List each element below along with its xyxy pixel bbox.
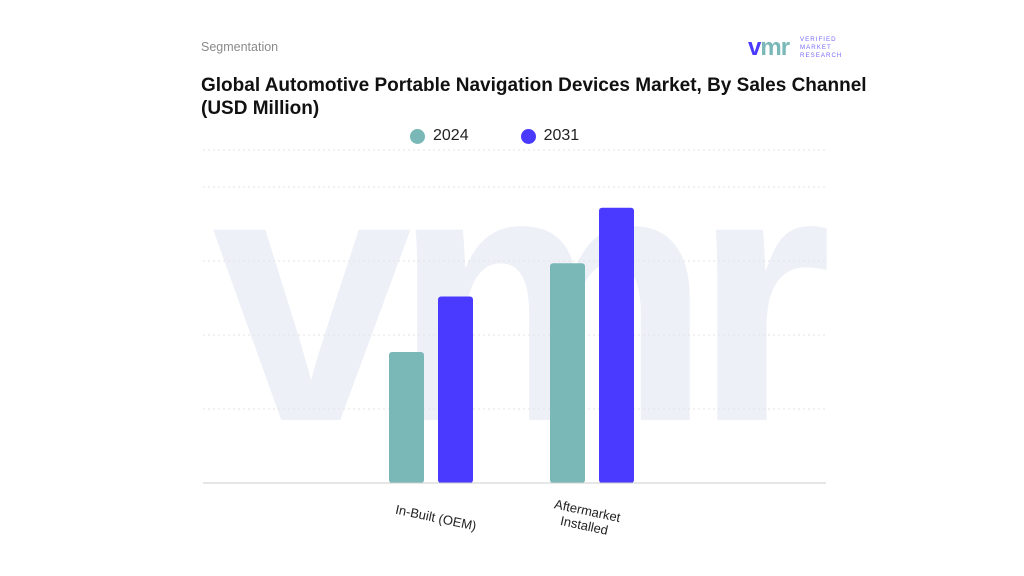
- logo-mark-mr: mr: [760, 34, 789, 60]
- logo-line2: MARKET: [800, 44, 832, 51]
- bars: [389, 207, 634, 483]
- logo-line1: VERIFIED: [800, 36, 837, 43]
- bar-2024-in-built-oem: [389, 352, 424, 483]
- x-tick-label-in-built-oem: In-Built (OEM): [394, 502, 478, 534]
- chart-legend: 2024 2031: [410, 127, 579, 145]
- logo-mark: vmr: [748, 34, 790, 60]
- legend-swatch-2031: [520, 128, 536, 144]
- legend-label-2024: 2024: [433, 127, 469, 144]
- vmr-logo: vmr VERIFIED MARKET RESEARCH: [748, 34, 842, 60]
- chart-title: Global Automotive Portable Navigation De…: [201, 74, 901, 120]
- bar-2024-aftermarket-installed: [550, 263, 585, 483]
- x-tick-label-aftermarket-installed: AftermarketInstalled: [550, 496, 622, 539]
- logo-line3: RESEARCH: [800, 52, 842, 59]
- watermark: vmr: [212, 95, 827, 497]
- legend-item-2024: 2024: [410, 127, 469, 145]
- chart-title-line1: Global Automotive Portable Navigation De…: [201, 75, 867, 96]
- bar-2031-in-built-oem: [438, 296, 473, 483]
- legend-label-2031: 2031: [543, 127, 580, 144]
- legend-swatch-2024: [410, 128, 425, 144]
- legend-item-2031: 2031: [520, 127, 580, 145]
- x-axis-labels: In-Built (OEM) AftermarketInstalled: [394, 496, 622, 539]
- segment-label: Segmentation: [201, 40, 279, 54]
- chart-title-line2: (USD Million): [201, 98, 320, 119]
- bar-2031-aftermarket-installed: [599, 207, 634, 483]
- gridlines: [203, 149, 826, 410]
- logo-mark-v: v: [748, 34, 762, 60]
